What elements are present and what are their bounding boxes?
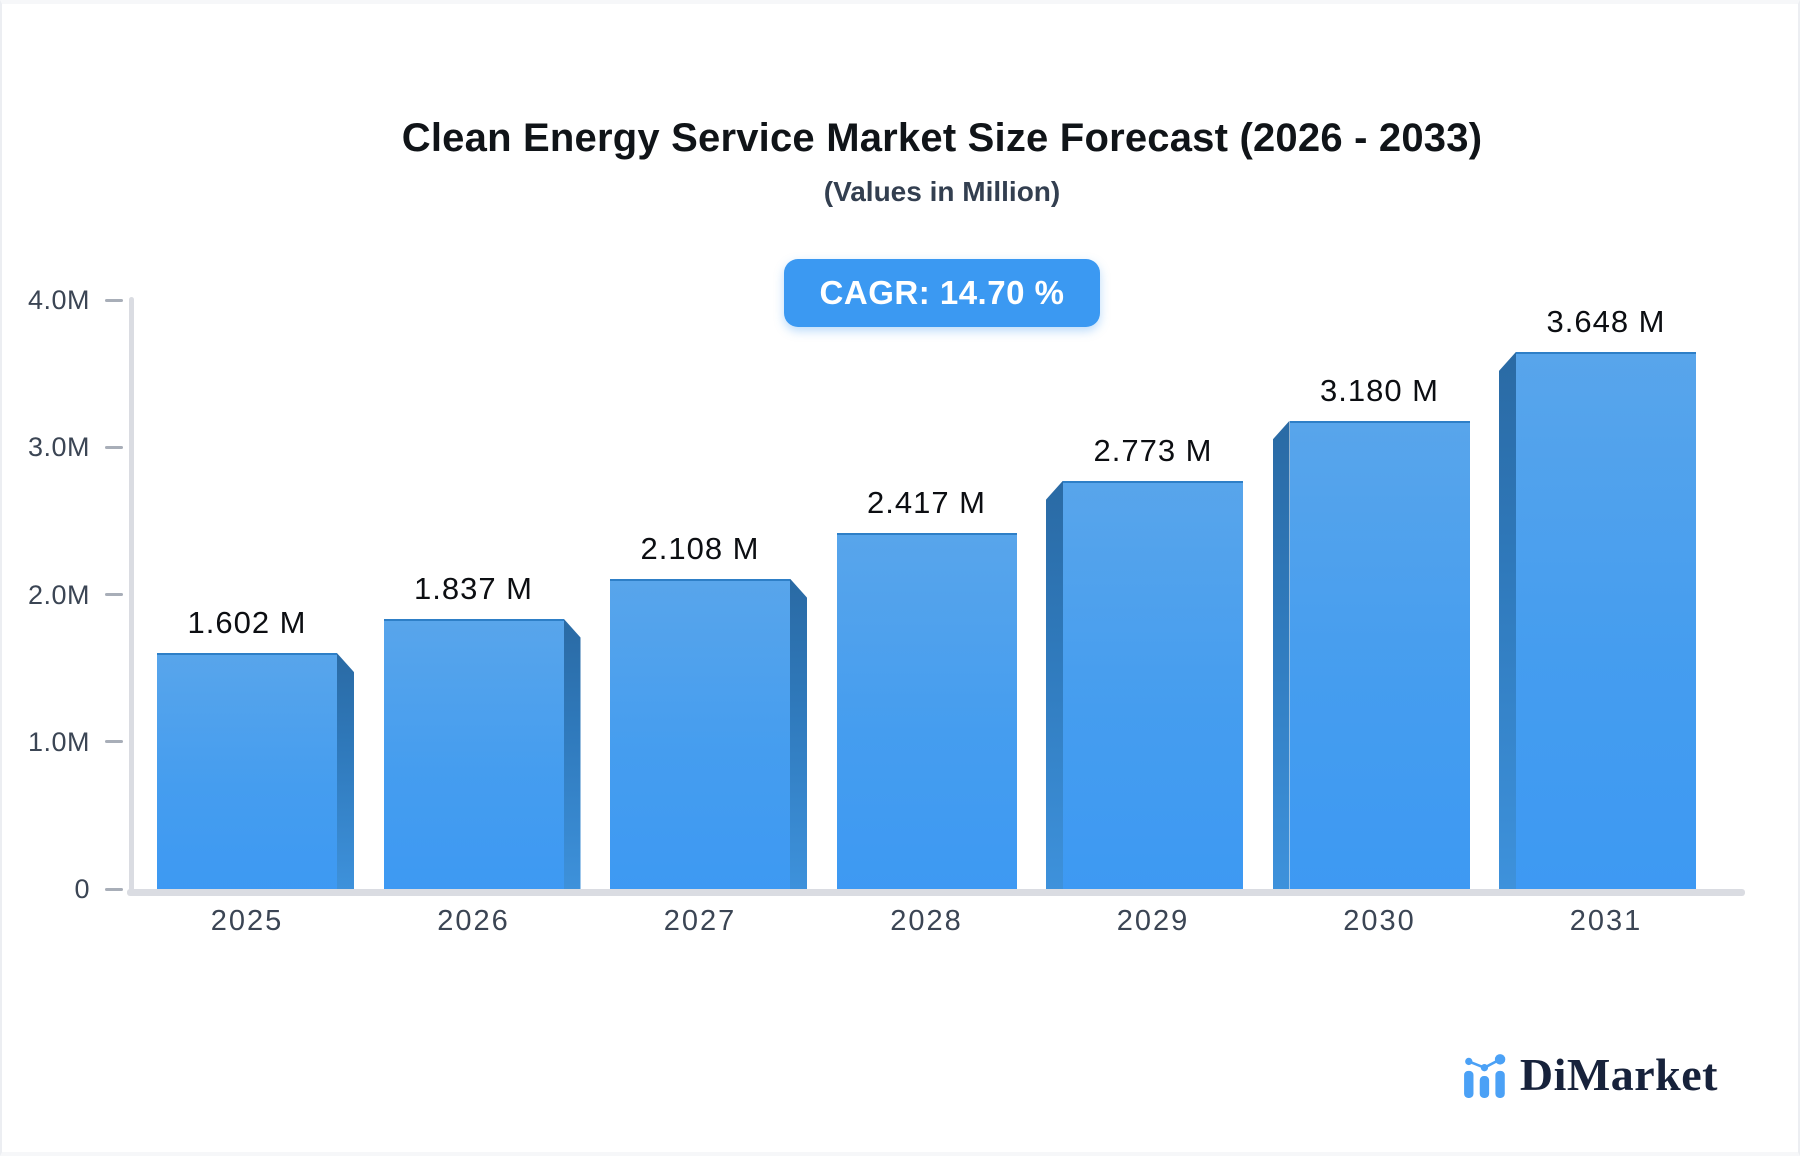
cagr-badge: CAGR: 14.70 %	[783, 259, 1101, 327]
bar-side-face	[790, 578, 807, 893]
y-axis-label: 2.0M	[27, 579, 90, 610]
bar-value-label: 1.602 M	[187, 605, 307, 641]
bar-value-label: 2.773 M	[1093, 432, 1213, 468]
bar-side-face	[337, 653, 354, 893]
brand-logo: DiMarket	[1463, 1048, 1718, 1101]
bar-2025[interactable]	[157, 653, 337, 893]
bar-value-label: 3.180 M	[1319, 372, 1439, 408]
bar-2030[interactable]	[1289, 420, 1470, 893]
bar-value-label: 3.648 M	[1546, 303, 1666, 339]
x-axis-label: 2027	[663, 905, 737, 937]
y-axis-tick	[105, 740, 123, 744]
bar-side-face	[1499, 351, 1516, 893]
x-axis-baseline	[127, 889, 1745, 896]
x-axis-label: 2026	[437, 905, 510, 937]
x-axis-label: 2028	[890, 905, 963, 937]
bar-2028[interactable]	[836, 533, 1017, 893]
chart-subtitle: (Values in Million)	[823, 176, 1061, 207]
y-axis-tick	[105, 887, 123, 891]
y-axis-line	[129, 297, 134, 893]
bar-2031[interactable]	[1516, 351, 1696, 893]
y-axis-tick	[105, 445, 123, 449]
y-axis-tick	[105, 298, 123, 302]
bar-value-label: 2.108 M	[640, 530, 760, 566]
logo-text: DiMarket	[1519, 1049, 1718, 1100]
chart-title: Clean Energy Service Market Size Forecas…	[401, 116, 1483, 160]
x-axis-label: 2029	[1116, 905, 1190, 937]
bar-side-face	[1046, 480, 1063, 893]
y-axis-label: 3.0M	[27, 432, 90, 463]
bar-2029[interactable]	[1063, 480, 1243, 893]
logo-bar-chart-icon	[1463, 1053, 1506, 1098]
bar-side-face	[1272, 420, 1290, 893]
bar-side-face	[563, 618, 581, 893]
bar-value-label: 2.417 M	[866, 485, 986, 521]
cagr-badge-row: CAGR: 14.70 %	[82, 259, 1798, 327]
y-axis-tick	[105, 593, 123, 596]
y-axis-label: 0	[74, 874, 90, 904]
y-axis-label: 1.0M	[27, 726, 90, 757]
y-axis-label: 4.0M	[27, 285, 90, 315]
x-axis-label: 2030	[1343, 905, 1416, 937]
x-axis-label: 2025	[210, 905, 284, 937]
bar-2027[interactable]	[610, 578, 790, 893]
bar-value-label: 1.837 M	[413, 570, 533, 606]
x-axis-label: 2031	[1569, 905, 1643, 937]
bar-2026[interactable]	[383, 618, 564, 893]
